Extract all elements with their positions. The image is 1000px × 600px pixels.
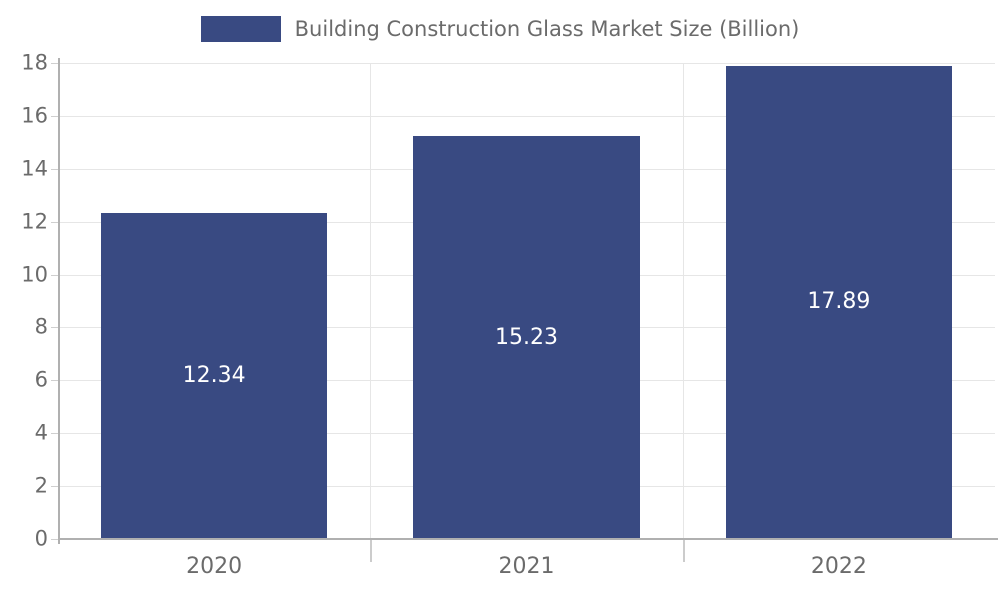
category-separator-gridline: [370, 63, 372, 539]
chart-legend: Building Construction Glass Market Size …: [0, 12, 1000, 46]
plot-area: 12.34 15.23 17.89: [51, 63, 995, 540]
bar-value-label: 17.89: [807, 289, 871, 315]
category-separator-gridline: [682, 63, 684, 539]
bar-value-label: 12.34: [182, 362, 246, 388]
bar[interactable]: 17.89: [725, 65, 953, 539]
gridline: [58, 115, 995, 117]
y-axis-tick-label: 8: [34, 314, 48, 339]
y-axis-tick-label: 18: [21, 50, 48, 75]
y-axis-tick-label: 4: [34, 420, 48, 445]
gridline: [58, 63, 995, 64]
y-axis-tick-mark: [51, 168, 58, 170]
y-axis-tick-label: 10: [21, 262, 48, 287]
y-axis-tick-label: 6: [34, 367, 48, 392]
legend-item-label: Building Construction Glass Market Size …: [294, 16, 800, 41]
x-axis-separator-tick: [682, 540, 685, 562]
y-axis-tick-mark: [51, 115, 58, 117]
y-axis-tick-mark: [51, 221, 58, 223]
y-axis-tick-label: 2: [34, 473, 48, 498]
y-axis-tick-mark: [51, 274, 58, 276]
y-axis-tick-mark: [51, 486, 58, 488]
legend-color-swatch-icon: [200, 16, 281, 42]
x-axis-tick-label: 2022: [810, 554, 867, 579]
y-axis-tick-label: 0: [34, 526, 48, 551]
x-axis-line: [58, 538, 998, 540]
y-axis-tick-label: 16: [21, 103, 48, 128]
y-axis-tick-mark: [51, 327, 58, 329]
y-axis-tick-label: 12: [21, 209, 48, 234]
x-axis-separator-tick: [370, 540, 373, 562]
y-axis-tick-label: 14: [21, 156, 48, 181]
legend-item-building-construction-glass-market-size[interactable]: Building Construction Glass Market Size …: [200, 16, 800, 42]
y-axis-tick-mark: [51, 539, 58, 540]
y-axis-tick-mark: [51, 63, 58, 64]
x-axis-tick-label: 2020: [186, 554, 243, 579]
y-axis-tick-labels: 0 2 4 6 8 10 12 14 16 18: [0, 0, 48, 600]
bar-value-label: 15.23: [494, 324, 558, 350]
y-axis-line: [58, 58, 60, 544]
y-axis-tick-mark: [51, 380, 58, 382]
x-axis-tick-label: 2021: [498, 554, 555, 579]
bar[interactable]: 15.23: [413, 136, 640, 539]
y-axis-tick-mark: [51, 433, 58, 435]
bar[interactable]: 12.34: [100, 212, 328, 539]
